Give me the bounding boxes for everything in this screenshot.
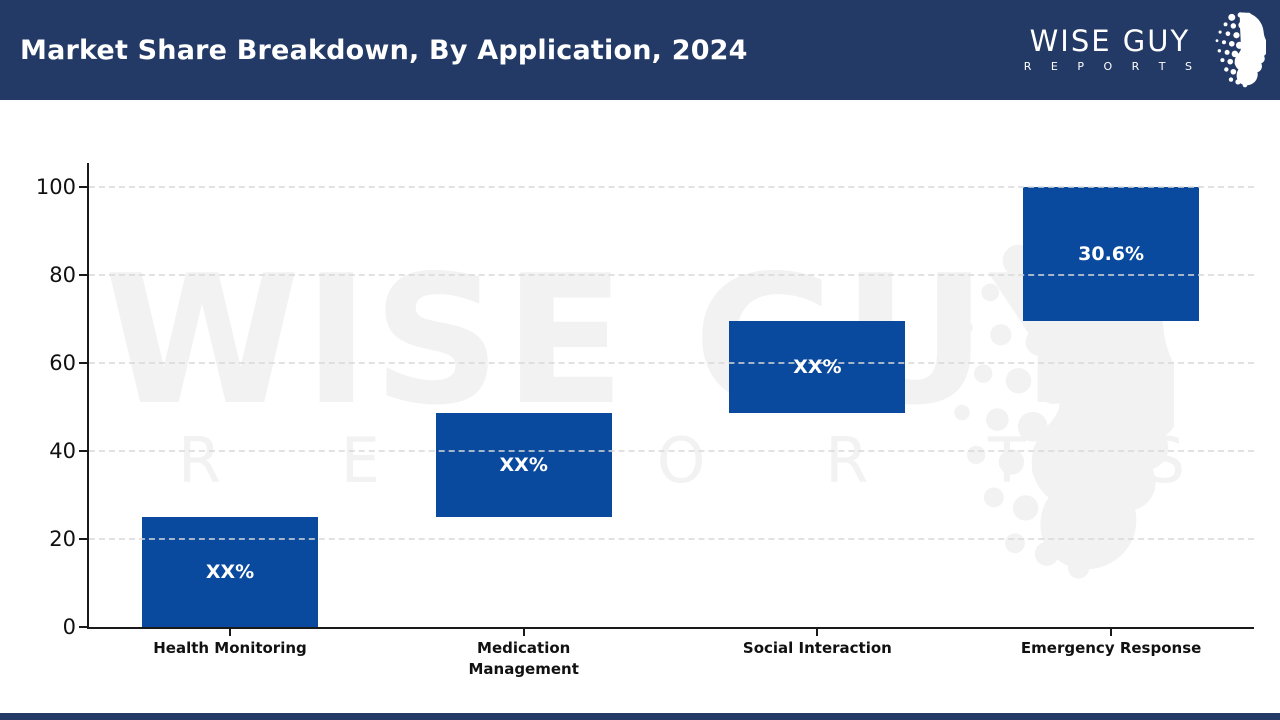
bar-segment (729, 321, 906, 414)
watermark-text-wiseguy: WISE GUY (104, 237, 1122, 444)
category-label: Social Interaction (742, 639, 892, 657)
chart-title: Market Share Breakdown, By Application, … (20, 34, 748, 66)
bar-segment (142, 516, 318, 627)
wiseguy-logo-text: WISE GUY R E P O R T S (1020, 24, 1200, 74)
y-tick-mark (79, 185, 87, 188)
bar-value-label: XX% (205, 560, 255, 583)
y-tick-mark (79, 537, 87, 540)
y-tick-label: 80 (49, 262, 76, 287)
x-tick-mark (229, 629, 231, 636)
bar-value-label: XX% (499, 454, 548, 477)
brand-subtitle: R E P O R T S (1023, 60, 1200, 73)
category-label: Emergency Response (1020, 639, 1202, 657)
y-tick-label: 60 (49, 350, 76, 375)
gridline (89, 185, 1254, 188)
y-tick-label: 0 (62, 615, 76, 639)
y-axis-line (87, 163, 89, 629)
gridline (89, 449, 1254, 452)
gridline (89, 537, 1254, 540)
gridline (89, 361, 1254, 364)
y-tick-mark (79, 273, 87, 276)
chart-area: WISE GUY R E P O R T S 0 20 40 60 80 100 XX% He… (0, 100, 1280, 713)
x-axis-line (87, 627, 1254, 629)
y-tick-mark (79, 449, 87, 452)
bar-segment (1023, 186, 1200, 322)
bar-value-label: 30.6% (1078, 242, 1145, 265)
wiseguy-logo: WISE GUY R E P O R T S (1020, 8, 1266, 92)
y-tick-mark (79, 626, 87, 628)
y-tick-label: 100 (35, 174, 76, 199)
y-tick-label: 40 (49, 438, 76, 463)
x-tick-mark (816, 629, 819, 636)
y-tick-mark (79, 361, 87, 364)
wiseguy-head-icon (1196, 8, 1266, 92)
x-tick-mark (522, 629, 525, 636)
category-label: Medication Management (468, 639, 579, 678)
footer-bar (0, 713, 1280, 720)
brand-name: WISE GUY (1029, 24, 1191, 58)
y-tick-label: 20 (49, 526, 76, 551)
bar-segment (435, 413, 612, 517)
bar-value-label: XX% (793, 356, 842, 379)
category-label: Health Monitoring (153, 639, 307, 657)
gridline (89, 273, 1254, 276)
x-tick-mark (1110, 629, 1113, 636)
header: Market Share Breakdown, By Application, … (0, 0, 1280, 100)
